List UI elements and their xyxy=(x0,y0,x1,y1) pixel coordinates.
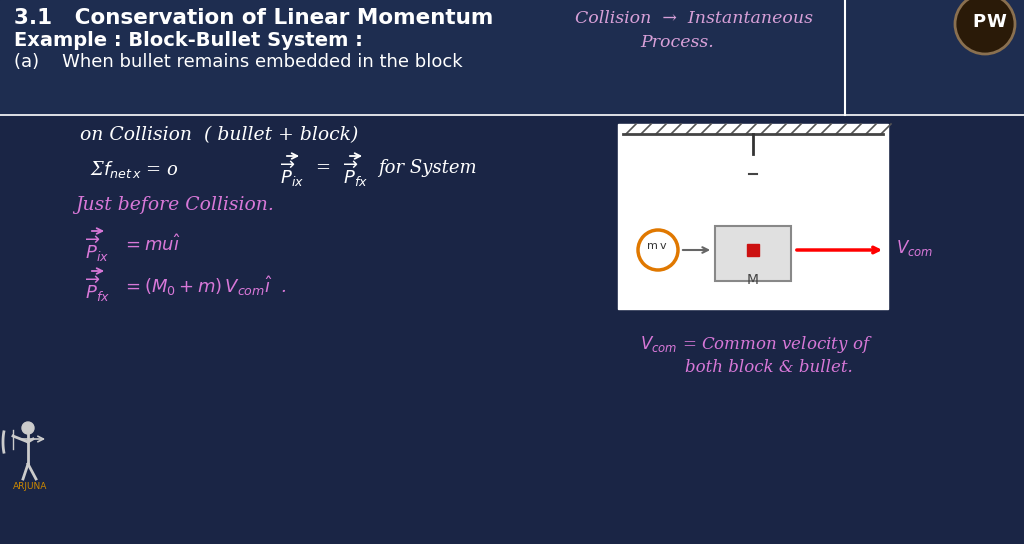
Text: both block & bullet.: both block & bullet. xyxy=(685,359,853,376)
Text: m: m xyxy=(646,241,657,251)
Text: Just before Collision.: Just before Collision. xyxy=(75,196,273,214)
Text: =: = xyxy=(315,159,330,177)
Text: $\mathregular{\Sigma}$$f_{net\,x}$ = o: $\mathregular{\Sigma}$$f_{net\,x}$ = o xyxy=(90,159,179,180)
Circle shape xyxy=(955,0,1015,54)
Text: 3.1   Conservation of Linear Momentum: 3.1 Conservation of Linear Momentum xyxy=(14,8,494,28)
Text: Example : Block-Bullet System :: Example : Block-Bullet System : xyxy=(14,31,362,50)
Text: $\mathit{V_{com}}$ = Common velocity of: $\mathit{V_{com}}$ = Common velocity of xyxy=(640,334,872,355)
Text: v: v xyxy=(659,241,667,251)
Text: $\overrightarrow{P}_{fx}$: $\overrightarrow{P}_{fx}$ xyxy=(85,274,111,304)
Bar xyxy=(0,0,1024,115)
Text: for System: for System xyxy=(378,159,476,177)
Bar xyxy=(746,244,759,256)
Bar xyxy=(715,226,791,281)
Text: ARJUNA: ARJUNA xyxy=(13,482,47,491)
Text: $= (M_0+m)\,V_{com}\hat{\imath}$  .: $= (M_0+m)\,V_{com}\hat{\imath}$ . xyxy=(122,274,287,298)
Text: $\overrightarrow{P}_{fx}$: $\overrightarrow{P}_{fx}$ xyxy=(343,159,369,189)
Text: (a)    When bullet remains embedded in the block: (a) When bullet remains embedded in the … xyxy=(14,53,463,71)
Text: P: P xyxy=(972,13,985,31)
Text: Process.: Process. xyxy=(640,34,714,51)
Text: $= mu\hat{\imath}$: $= mu\hat{\imath}$ xyxy=(122,234,181,255)
Text: $\overrightarrow{P}_{ix}$: $\overrightarrow{P}_{ix}$ xyxy=(85,234,110,264)
Text: $\mathit{V_{com}}$: $\mathit{V_{com}}$ xyxy=(896,238,934,258)
Text: $\overrightarrow{P}_{ix}$: $\overrightarrow{P}_{ix}$ xyxy=(280,159,304,189)
Text: W: W xyxy=(986,13,1006,31)
Circle shape xyxy=(22,422,34,434)
Text: Collision  →  Instantaneous: Collision → Instantaneous xyxy=(575,10,813,27)
Bar xyxy=(618,124,888,309)
Text: M: M xyxy=(746,273,759,287)
Text: on Collision  ( bullet + block): on Collision ( bullet + block) xyxy=(80,126,358,144)
